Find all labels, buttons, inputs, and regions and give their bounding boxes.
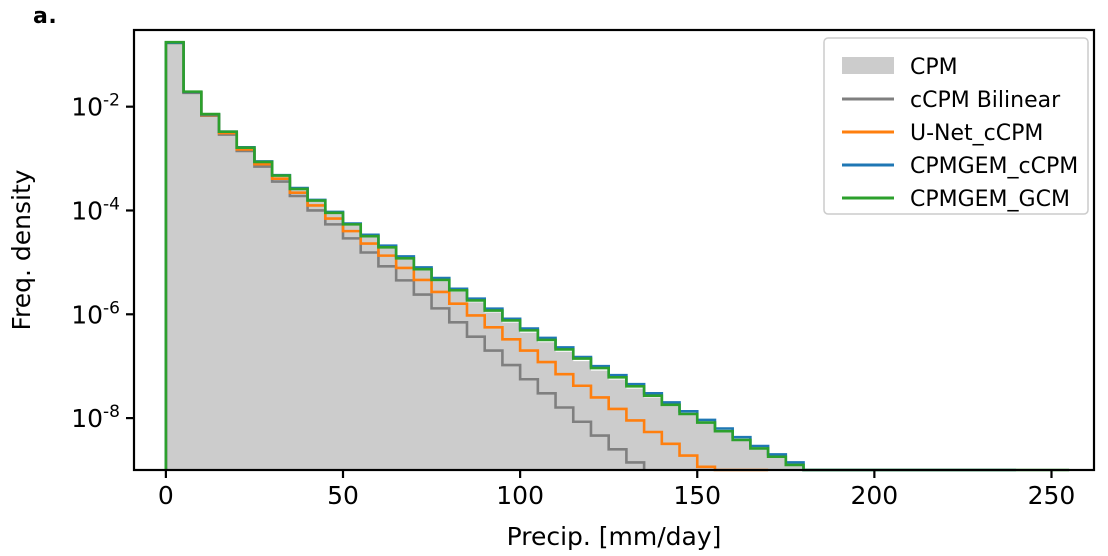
x-tick-label: 200	[851, 481, 899, 510]
chart-legend: CPM cCPM Bilinear U-Net_cCPM CPMGEM_cCPM CPM…	[823, 37, 1089, 215]
legend-label: CPM	[910, 55, 958, 80]
legend-label: CPMGEM_cCPM	[910, 154, 1078, 179]
y-tick-label: 10-4	[71, 194, 120, 225]
series-u-net-ccpm	[164, 41, 769, 472]
legend-label: U-Net_cCPM	[910, 121, 1043, 146]
legend-label: cCPM Bilinear	[910, 88, 1061, 113]
legend-box	[823, 37, 1089, 215]
legend-swatch-cpm	[842, 57, 894, 74]
x-tick-label: 100	[496, 481, 544, 510]
legend-items: CPM cCPM Bilinear U-Net_cCPM CPMGEM_cCPM CPM…	[842, 55, 1078, 212]
y-tick-label: 10-2	[71, 91, 120, 122]
x-tick-label: 0	[158, 481, 174, 510]
y-tick-label: 10-8	[71, 402, 120, 433]
y-axis-title: Freq. density	[7, 169, 36, 330]
series-ccpm-bilinear	[164, 41, 646, 470]
legend-label: CPMGEM_GCM	[910, 187, 1070, 212]
y-axis-ticks: 10-2 10-4 10-6 10-8	[71, 91, 134, 433]
x-tick-label: 50	[327, 481, 359, 510]
x-axis-title: Precip. [mm/day]	[507, 522, 722, 551]
x-tick-label: 150	[673, 481, 721, 510]
axes-spines	[132, 28, 1096, 472]
y-tick-label: 10-6	[71, 298, 120, 329]
series-cpm	[165, 42, 1052, 471]
panel-label: a.	[33, 4, 58, 29]
x-axis-ticks: 0 50 100 150 200 250	[158, 470, 1075, 510]
x-tick-label: 250	[1028, 481, 1076, 510]
